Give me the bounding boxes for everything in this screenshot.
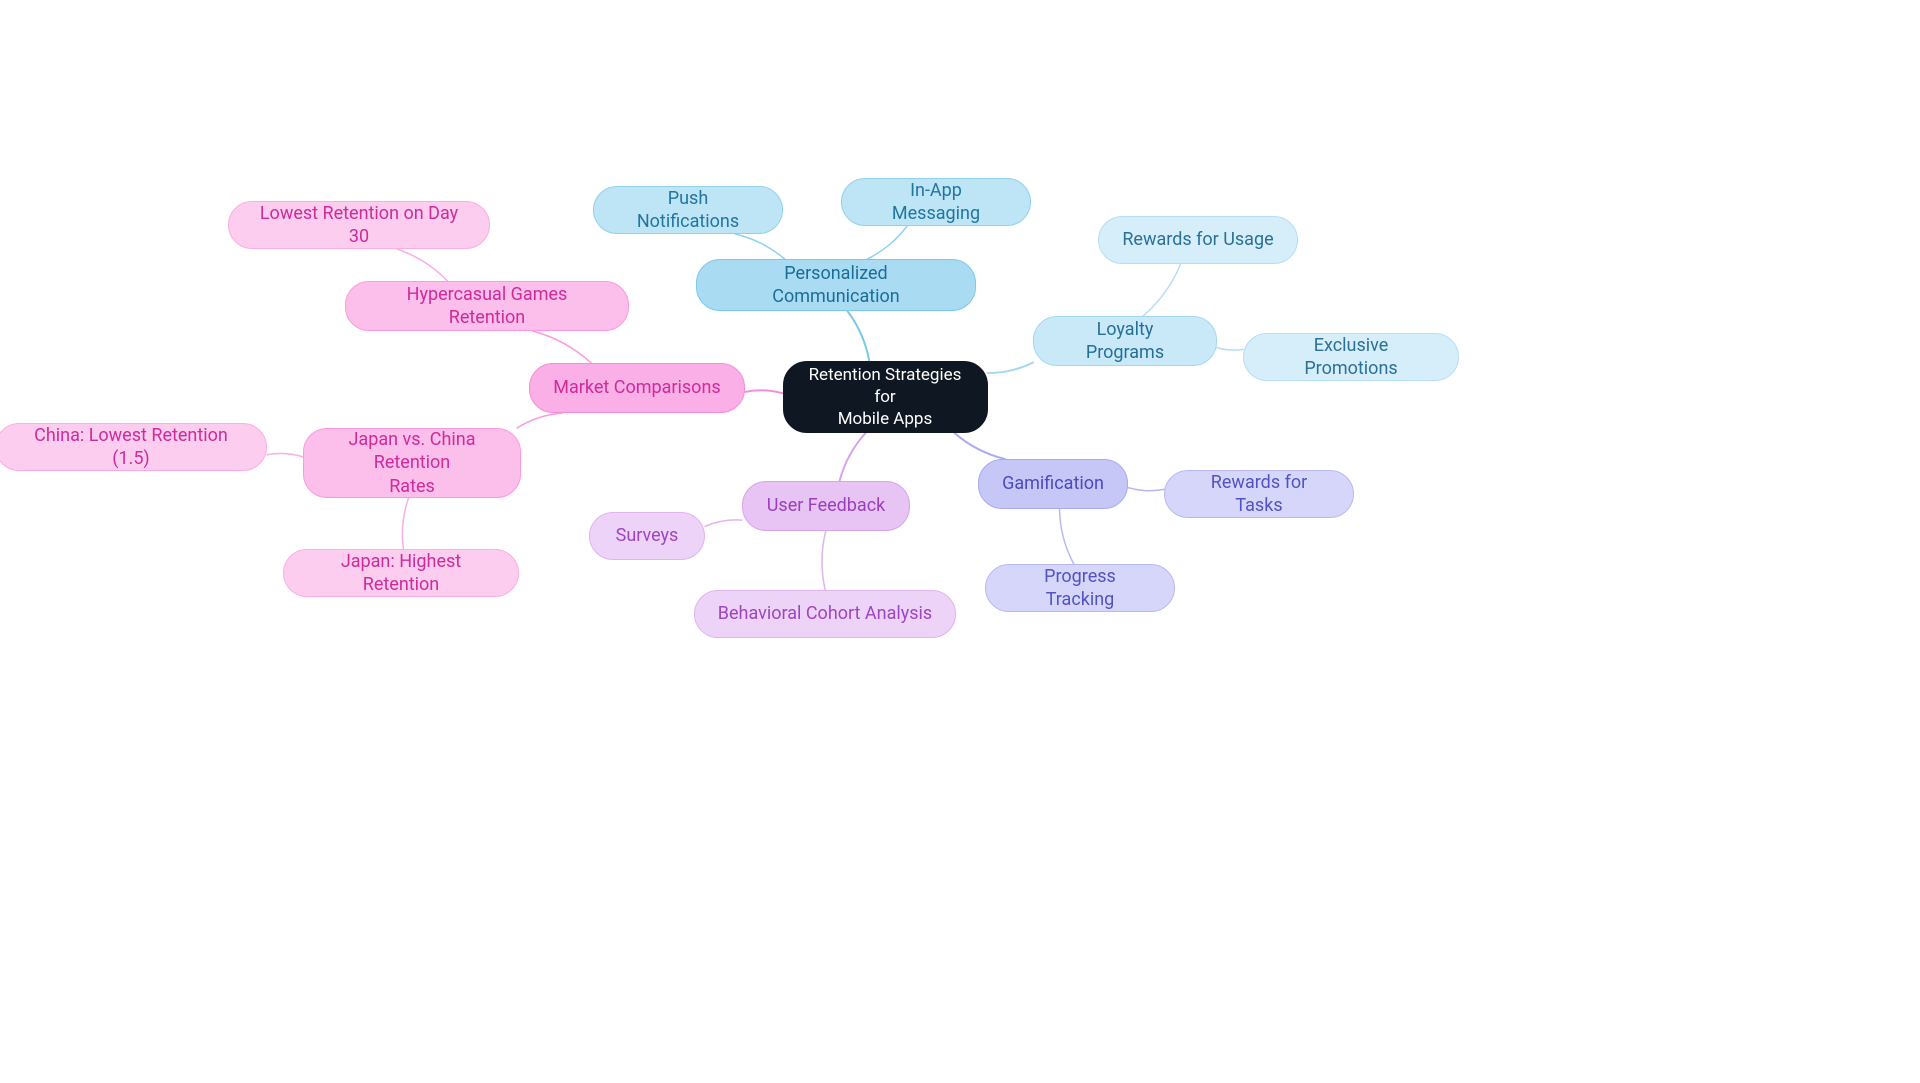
node-pc: Personalized Communication bbox=[696, 259, 976, 311]
node-label: Exclusive Promotions bbox=[1266, 334, 1436, 381]
node-lp2: Exclusive Promotions bbox=[1243, 333, 1459, 381]
node-gm: Gamification bbox=[978, 459, 1128, 509]
node-label: Retention Strategies for Mobile Apps bbox=[806, 364, 965, 430]
node-uf: User Feedback bbox=[742, 481, 910, 531]
node-label: Personalized Communication bbox=[719, 262, 953, 309]
edge-mc2-mc21 bbox=[267, 453, 303, 456]
edge-mc-mc1 bbox=[533, 331, 592, 363]
node-mc21: China: Lowest Retention (1.5) bbox=[0, 423, 267, 471]
node-label: Push Notifications bbox=[616, 187, 760, 234]
edge-root-pc bbox=[847, 311, 869, 361]
edge-uf-uf2 bbox=[822, 531, 826, 590]
node-label: In-App Messaging bbox=[864, 179, 1008, 226]
node-label: Rewards for Tasks bbox=[1187, 471, 1331, 518]
node-label: Gamification bbox=[1002, 472, 1104, 495]
mindmap-canvas: Retention Strategies for Mobile Apps Pers… bbox=[0, 0, 1920, 1083]
node-mc22: Japan: Highest Retention bbox=[283, 549, 519, 597]
edge-pc-pc1 bbox=[735, 234, 784, 259]
node-label: Market Comparisons bbox=[553, 376, 720, 399]
node-label: Progress Tracking bbox=[1008, 565, 1152, 612]
edge-lp-lp1 bbox=[1143, 264, 1181, 316]
edge-root-mc bbox=[745, 390, 783, 393]
edge-gm-gm1 bbox=[1128, 488, 1164, 491]
node-label: Japan vs. China Retention Rates bbox=[326, 428, 498, 498]
node-gm2: Progress Tracking bbox=[985, 564, 1175, 612]
node-label: Behavioral Cohort Analysis bbox=[718, 602, 932, 625]
edge-root-uf bbox=[840, 433, 866, 481]
node-label: Hypercasual Games Retention bbox=[368, 283, 606, 330]
node-label: China: Lowest Retention (1.5) bbox=[18, 424, 244, 471]
edge-mc2-mc22 bbox=[402, 498, 408, 549]
node-mc1: Hypercasual Games Retention bbox=[345, 281, 629, 331]
node-label: Surveys bbox=[616, 524, 679, 547]
node-mc11: Lowest Retention on Day 30 bbox=[228, 201, 490, 249]
edge-root-lp bbox=[988, 362, 1034, 373]
node-pc2: In-App Messaging bbox=[841, 178, 1031, 226]
edge-lp-lp2 bbox=[1217, 348, 1243, 351]
edge-gm-gm2 bbox=[1059, 509, 1073, 564]
edge-mc1-mc11 bbox=[397, 249, 448, 281]
node-label: User Feedback bbox=[767, 494, 886, 517]
node-label: Lowest Retention on Day 30 bbox=[251, 202, 467, 249]
node-label: Japan: Highest Retention bbox=[306, 550, 496, 597]
edge-mc-mc2 bbox=[517, 413, 562, 428]
node-label: Loyalty Programs bbox=[1056, 318, 1194, 365]
node-gm1: Rewards for Tasks bbox=[1164, 470, 1354, 518]
node-lp: Loyalty Programs bbox=[1033, 316, 1217, 366]
edge-uf-uf1 bbox=[705, 520, 742, 526]
node-lp1: Rewards for Usage bbox=[1098, 216, 1298, 264]
node-label: Rewards for Usage bbox=[1122, 228, 1273, 251]
edge-pc-pc2 bbox=[867, 226, 907, 259]
node-uf2: Behavioral Cohort Analysis bbox=[694, 590, 956, 638]
edge-root-gm bbox=[955, 433, 1005, 459]
node-root: Retention Strategies for Mobile Apps bbox=[783, 361, 988, 433]
node-pc1: Push Notifications bbox=[593, 186, 783, 234]
node-mc: Market Comparisons bbox=[529, 363, 745, 413]
node-mc2: Japan vs. China Retention Rates bbox=[303, 428, 521, 498]
node-uf1: Surveys bbox=[589, 512, 705, 560]
edges-layer bbox=[0, 0, 1920, 1083]
